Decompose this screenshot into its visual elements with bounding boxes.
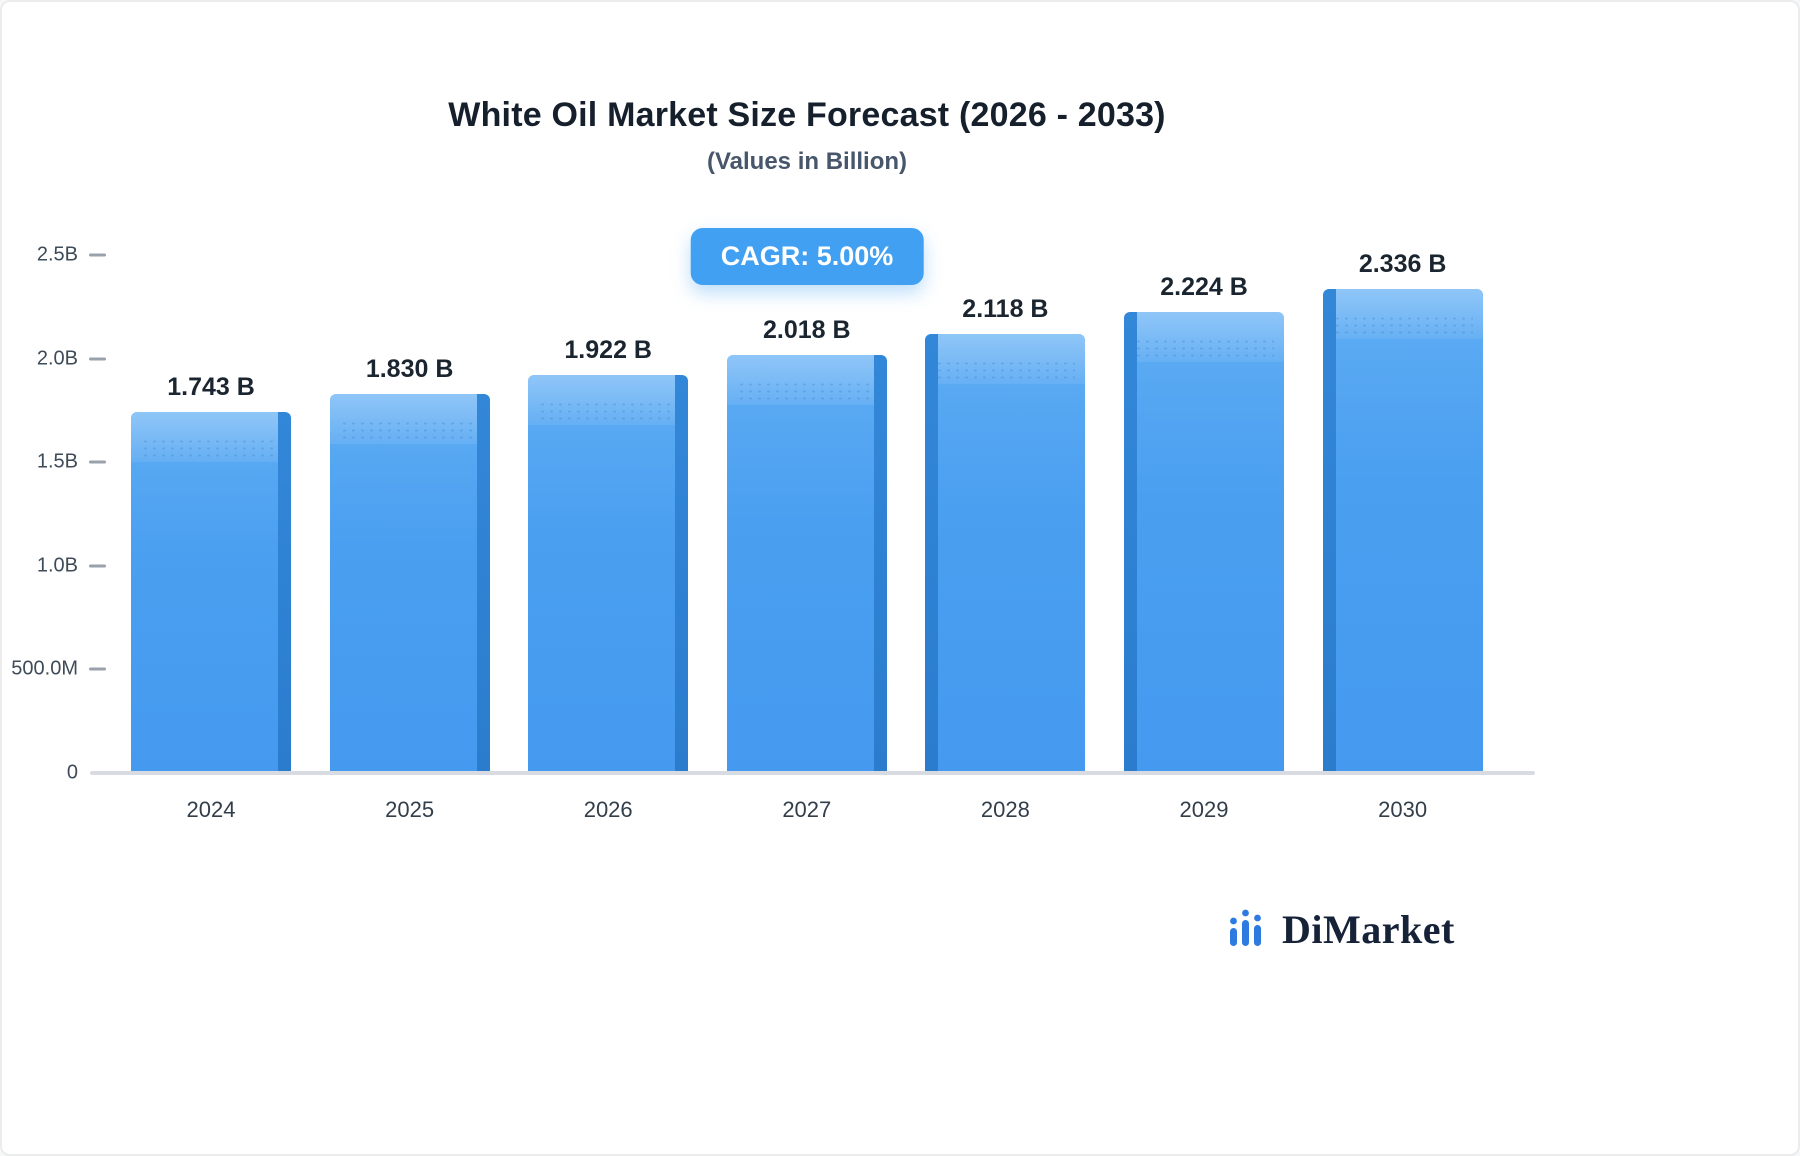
bar bbox=[329, 393, 490, 773]
x-axis-label: 2026 bbox=[583, 797, 633, 822]
brand-logo-text: DiMarket bbox=[1282, 907, 1455, 952]
x-axis-label: 2025 bbox=[385, 797, 435, 822]
bar-cap bbox=[1322, 288, 1483, 339]
chart-subtitle: (Values in Billion) bbox=[706, 148, 908, 175]
bar bbox=[1124, 312, 1284, 773]
y-tick-label: 2.0B bbox=[36, 347, 78, 370]
bar bbox=[528, 374, 689, 773]
y-tick-mark bbox=[89, 253, 106, 257]
bar-edge-shade bbox=[873, 354, 887, 773]
bar bbox=[1322, 288, 1483, 773]
bar-group-2026: 1.922 B 2026 bbox=[528, 255, 689, 822]
bar-group-2025: 1.830 B 2025 bbox=[329, 255, 490, 822]
bar-edge-shade bbox=[1124, 312, 1137, 773]
y-tick-label: 500.0M bbox=[11, 657, 78, 680]
bar-group-2027: 2.018 B 2027 bbox=[726, 255, 887, 822]
bar-value-label: 1.830 B bbox=[365, 354, 454, 383]
y-tick-label: 1.0B bbox=[36, 554, 78, 577]
bar-edge-shade bbox=[1322, 288, 1336, 773]
bar-group-2029: 2.224 B 2029 bbox=[1124, 255, 1284, 822]
bar-cap bbox=[925, 334, 1086, 385]
bar-group-2030: 2.336 B 2030 bbox=[1322, 250, 1483, 822]
bar-value-label: 2.018 B bbox=[763, 315, 851, 344]
bar-edge-shade bbox=[675, 374, 689, 773]
x-axis-label: 2029 bbox=[1179, 797, 1229, 822]
bar-cap bbox=[528, 374, 689, 425]
bar-value-label: 1.743 B bbox=[167, 372, 255, 401]
x-axis-label: 2028 bbox=[980, 797, 1030, 822]
bar-edge-shade bbox=[476, 393, 490, 773]
bar-value-label: 2.224 B bbox=[1160, 273, 1248, 302]
bar-edge-shade bbox=[925, 334, 939, 773]
chart-title: White Oil Market Size Forecast (2026 - 2… bbox=[448, 96, 1166, 134]
bar bbox=[131, 411, 291, 773]
x-axis-line bbox=[90, 771, 1535, 775]
y-tick-label: 1.5B bbox=[36, 450, 78, 473]
bar-edge-shade bbox=[278, 411, 291, 773]
brand-logo: DiMarket bbox=[1226, 905, 1455, 954]
plot-area: 0 500.0M 1.0B 1.5B 2.0B 2.5B 1.743 B 2024 1.830… bbox=[2, 244, 1798, 822]
y-tick-mark bbox=[89, 667, 106, 671]
bar-group-2028: 2.118 B 2028 bbox=[925, 255, 1086, 822]
bar-value-label: 1.922 B bbox=[564, 335, 652, 364]
bar-cap bbox=[131, 411, 291, 462]
y-tick-mark bbox=[89, 357, 106, 361]
bar-group-2024: 1.743 B 2024 bbox=[131, 255, 291, 822]
y-tick-mark bbox=[89, 460, 106, 464]
bar-value-label: 2.118 B bbox=[962, 295, 1049, 324]
bar-cap bbox=[1124, 312, 1284, 363]
bar bbox=[726, 354, 887, 773]
bar bbox=[925, 334, 1086, 773]
y-tick-label: 0 bbox=[66, 761, 78, 784]
x-axis-label: 2027 bbox=[782, 797, 832, 822]
x-axis-label: 2024 bbox=[186, 797, 236, 822]
bar-cap bbox=[329, 393, 490, 444]
bar-chart-logo-icon bbox=[1226, 905, 1272, 954]
bar-value-label: 2.336 B bbox=[1358, 249, 1447, 278]
bar-cap bbox=[726, 354, 887, 405]
x-axis-label: 2030 bbox=[1378, 797, 1428, 822]
cagr-badge: CAGR: 5.00% bbox=[690, 228, 924, 285]
y-tick-label: 2.5B bbox=[36, 243, 78, 266]
y-tick-mark bbox=[89, 564, 106, 568]
